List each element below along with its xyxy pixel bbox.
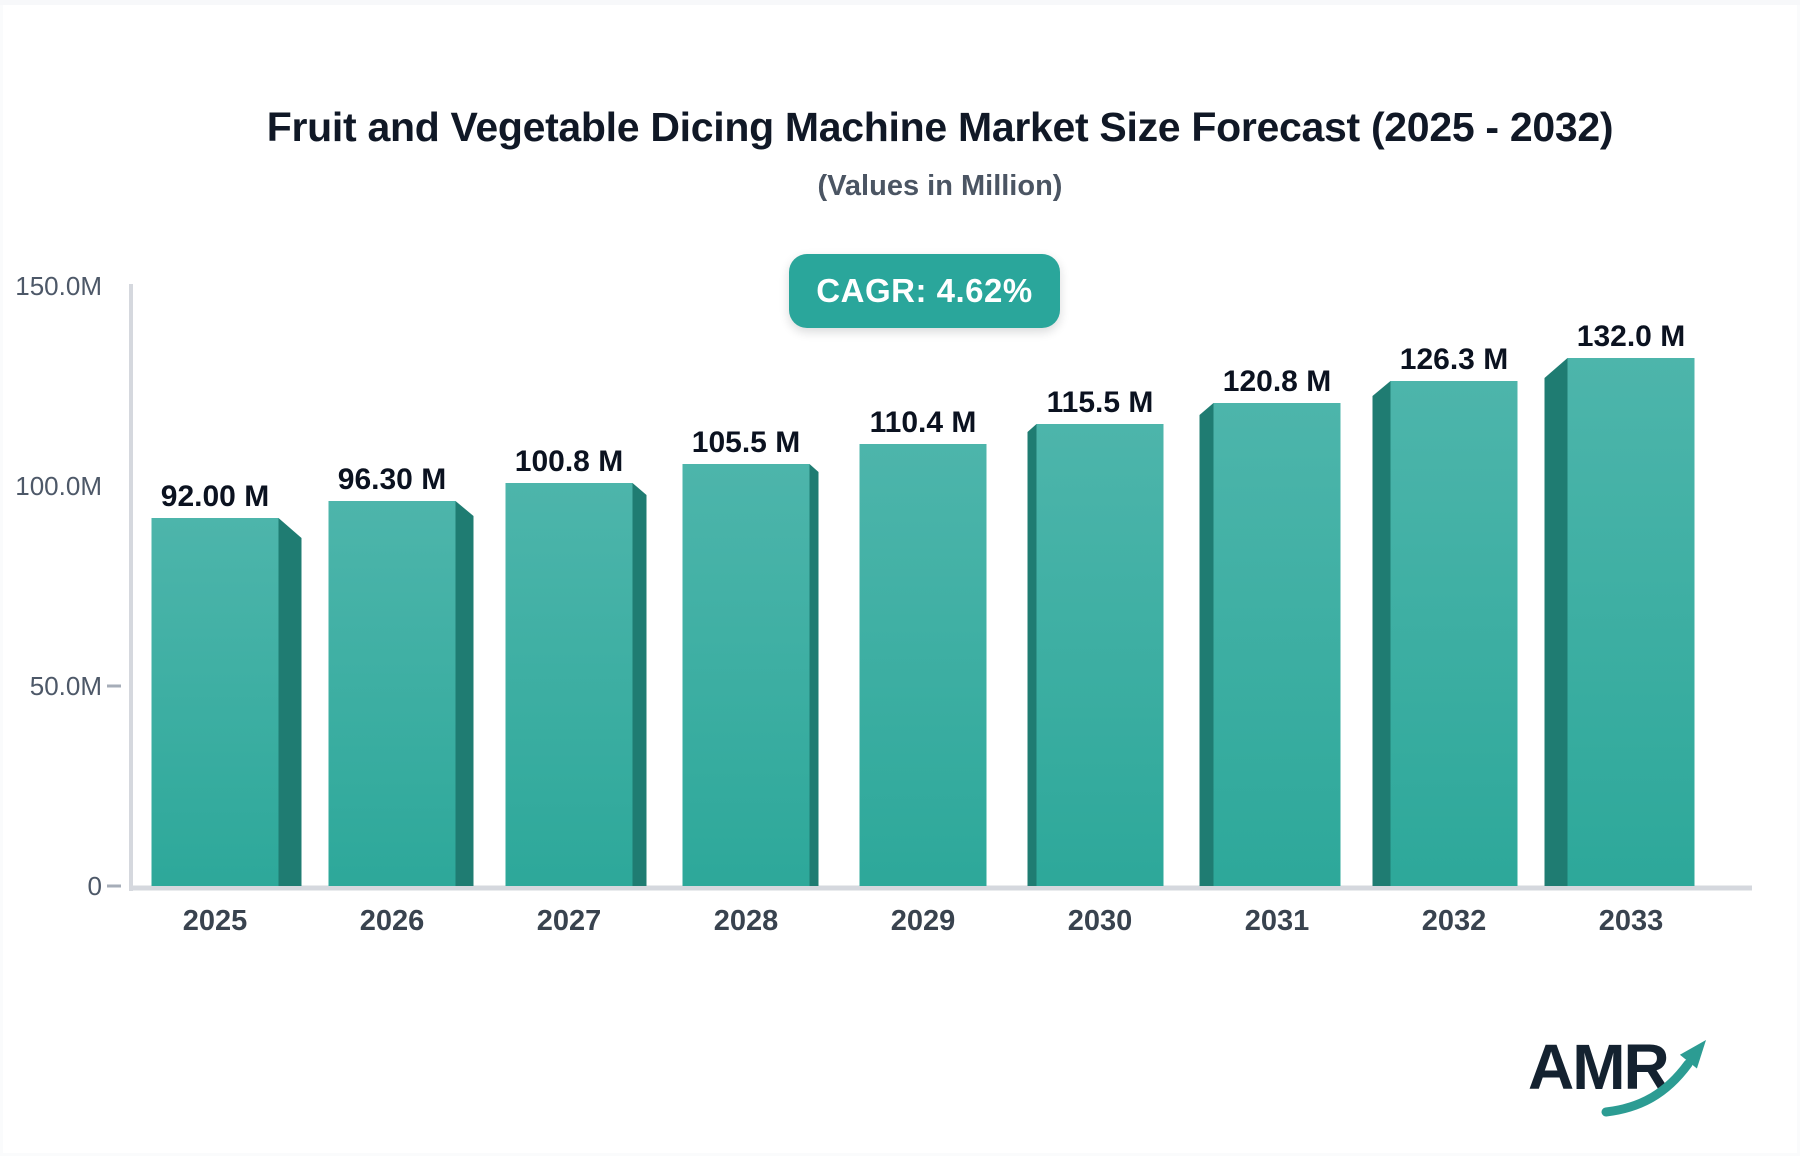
x-axis-label: 2032 — [1422, 905, 1487, 937]
bar-value-label: 115.5 M — [1047, 386, 1154, 419]
x-axis-label: 2025 — [183, 905, 248, 937]
bar-2026 — [328, 501, 456, 886]
growth-arrow-head — [1679, 1040, 1706, 1069]
y-axis-tick-label: 100.0M — [15, 471, 102, 501]
amr-logo: AMR — [1528, 1030, 1728, 1130]
bar-value-label: 100.8 M — [515, 445, 623, 478]
x-axis-label: 2031 — [1245, 905, 1310, 937]
chart-subtitle: (Values in Million) — [817, 170, 1063, 202]
x-axis-label: 2033 — [1599, 905, 1664, 937]
x-axis-label: 2028 — [714, 905, 779, 937]
bar-value-label: 105.5 M — [692, 426, 800, 459]
bar-value-label: 96.30 M — [338, 463, 446, 496]
bar-2028 — [682, 464, 810, 886]
x-axis-label: 2030 — [1068, 905, 1133, 937]
bar-2025 — [151, 518, 279, 886]
x-axis-label: 2026 — [360, 905, 425, 937]
bar-side-face-2030 — [1027, 424, 1037, 886]
x-axis-label: 2029 — [891, 905, 956, 937]
x-axis-label: 2027 — [537, 905, 602, 937]
page-title: Fruit and Vegetable Dicing Machine Marke… — [266, 104, 1614, 150]
bar-value-label: 110.4 M — [870, 406, 977, 439]
growth-arrow-icon — [1601, 1040, 1706, 1117]
bar-value-label: 92.00 M — [161, 480, 269, 513]
bar-2033 — [1567, 358, 1695, 886]
bar-value-label: 132.0 M — [1577, 320, 1685, 353]
bar-2029 — [859, 444, 987, 886]
bar-2031 — [1213, 403, 1341, 886]
amr-logo-text: AMR — [1528, 1031, 1670, 1103]
bar-2027 — [505, 483, 633, 886]
bar-side-face-2025 — [278, 518, 302, 886]
y-axis-tick-label: 0 — [88, 871, 102, 901]
bar-side-face-2033 — [1544, 358, 1568, 886]
bar-2032 — [1390, 381, 1518, 886]
bar-side-face-2028 — [809, 464, 819, 886]
bar-side-face-2031 — [1199, 403, 1214, 886]
bar-side-face-2026 — [455, 501, 474, 886]
bar-2030 — [1036, 424, 1164, 886]
y-axis-tick-label: 150.0M — [15, 271, 102, 301]
growth-arrow-swoosh — [1601, 1059, 1693, 1117]
y-axis-tick-label: 50.0M — [30, 671, 102, 701]
bar-side-face-2027 — [632, 483, 647, 886]
cagr-badge: CAGR: 4.62% — [789, 254, 1060, 328]
bar-value-label: 120.8 M — [1223, 365, 1331, 398]
bar-side-face-2032 — [1372, 381, 1391, 886]
bar-value-label: 126.3 M — [1400, 343, 1508, 376]
